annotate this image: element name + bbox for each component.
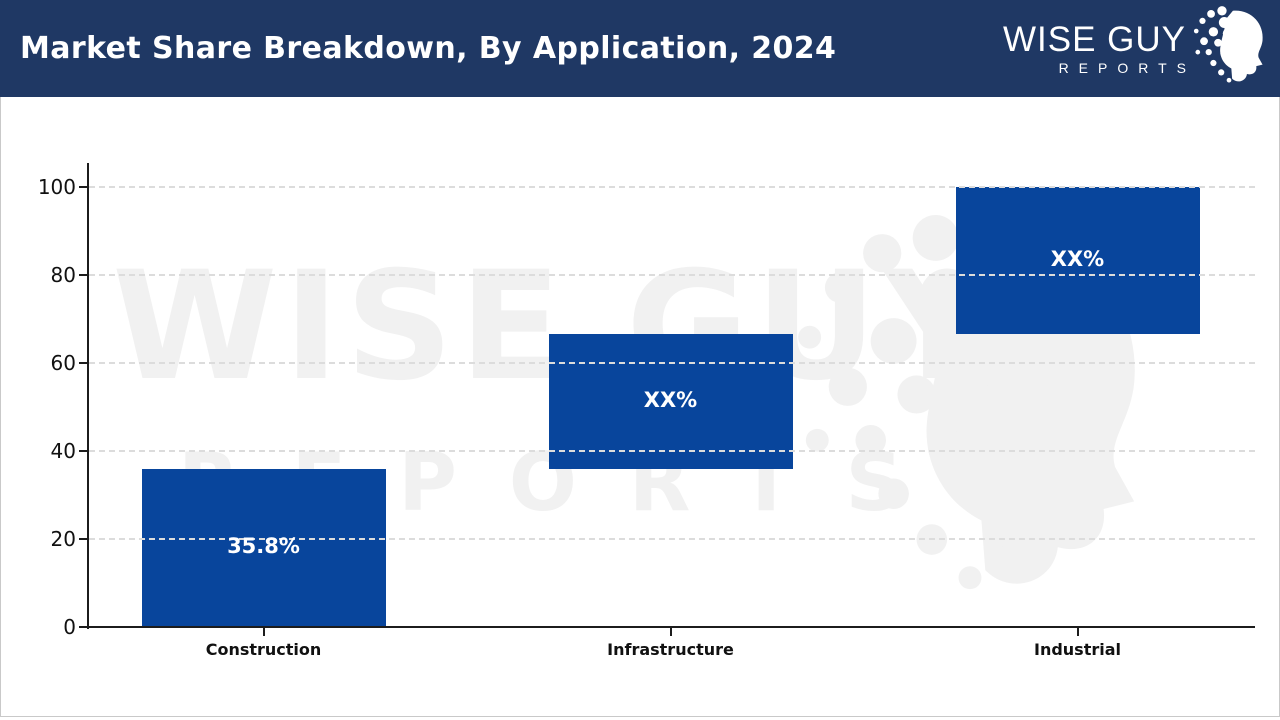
x-axis-label-infrastructure: Infrastructure <box>607 640 734 659</box>
y-tick-label: 0 <box>63 615 76 639</box>
x-tick-mark <box>262 627 265 636</box>
header: Market Share Breakdown, By Application, … <box>0 0 1280 97</box>
y-tick-label: 80 <box>50 263 76 287</box>
y-tick-mark <box>79 626 88 628</box>
page-title: Market Share Breakdown, By Application, … <box>20 31 837 66</box>
bar-construction <box>141 469 386 627</box>
frame-border-left <box>0 97 1 717</box>
brand-name: WISE GUY <box>1002 19 1186 59</box>
y-tick-label: 60 <box>50 351 76 375</box>
y-tick-label: 40 <box>50 439 76 463</box>
x-axis-label-construction: Construction <box>205 640 322 659</box>
gridline-80 <box>89 274 1255 276</box>
bar-value-label: XX% <box>1050 246 1105 271</box>
y-axis-line <box>87 163 89 629</box>
bar-value-label: XX% <box>643 387 698 412</box>
y-tick-label: 100 <box>37 175 76 199</box>
gridline-60 <box>89 362 1255 364</box>
gridline-40 <box>89 450 1255 452</box>
bar-value-label: 35.8% <box>227 534 300 559</box>
brand-logo: WISE GUY REPORTS <box>1002 5 1268 92</box>
gridline-100 <box>89 186 1255 188</box>
y-tick-label: 20 <box>50 527 76 551</box>
y-tick-mark <box>79 362 88 364</box>
y-tick-mark <box>79 450 88 452</box>
y-tick-mark <box>79 274 88 276</box>
x-axis-line <box>87 626 1255 628</box>
dotted-face-icon <box>1193 5 1263 83</box>
x-axis-label-industrial: Industrial <box>1033 640 1121 659</box>
gridline-20 <box>89 538 1255 540</box>
y-tick-mark <box>79 186 88 188</box>
bar-industrial <box>955 187 1200 335</box>
x-tick-mark <box>669 627 672 636</box>
frame-border-bottom <box>0 716 1280 717</box>
y-tick-mark <box>79 538 88 540</box>
brand-wordmark: WISE GUY REPORTS <box>1002 19 1186 76</box>
brand-subname: REPORTS <box>1058 59 1196 76</box>
x-tick-mark <box>1076 627 1079 636</box>
bar-infrastructure <box>548 334 793 470</box>
